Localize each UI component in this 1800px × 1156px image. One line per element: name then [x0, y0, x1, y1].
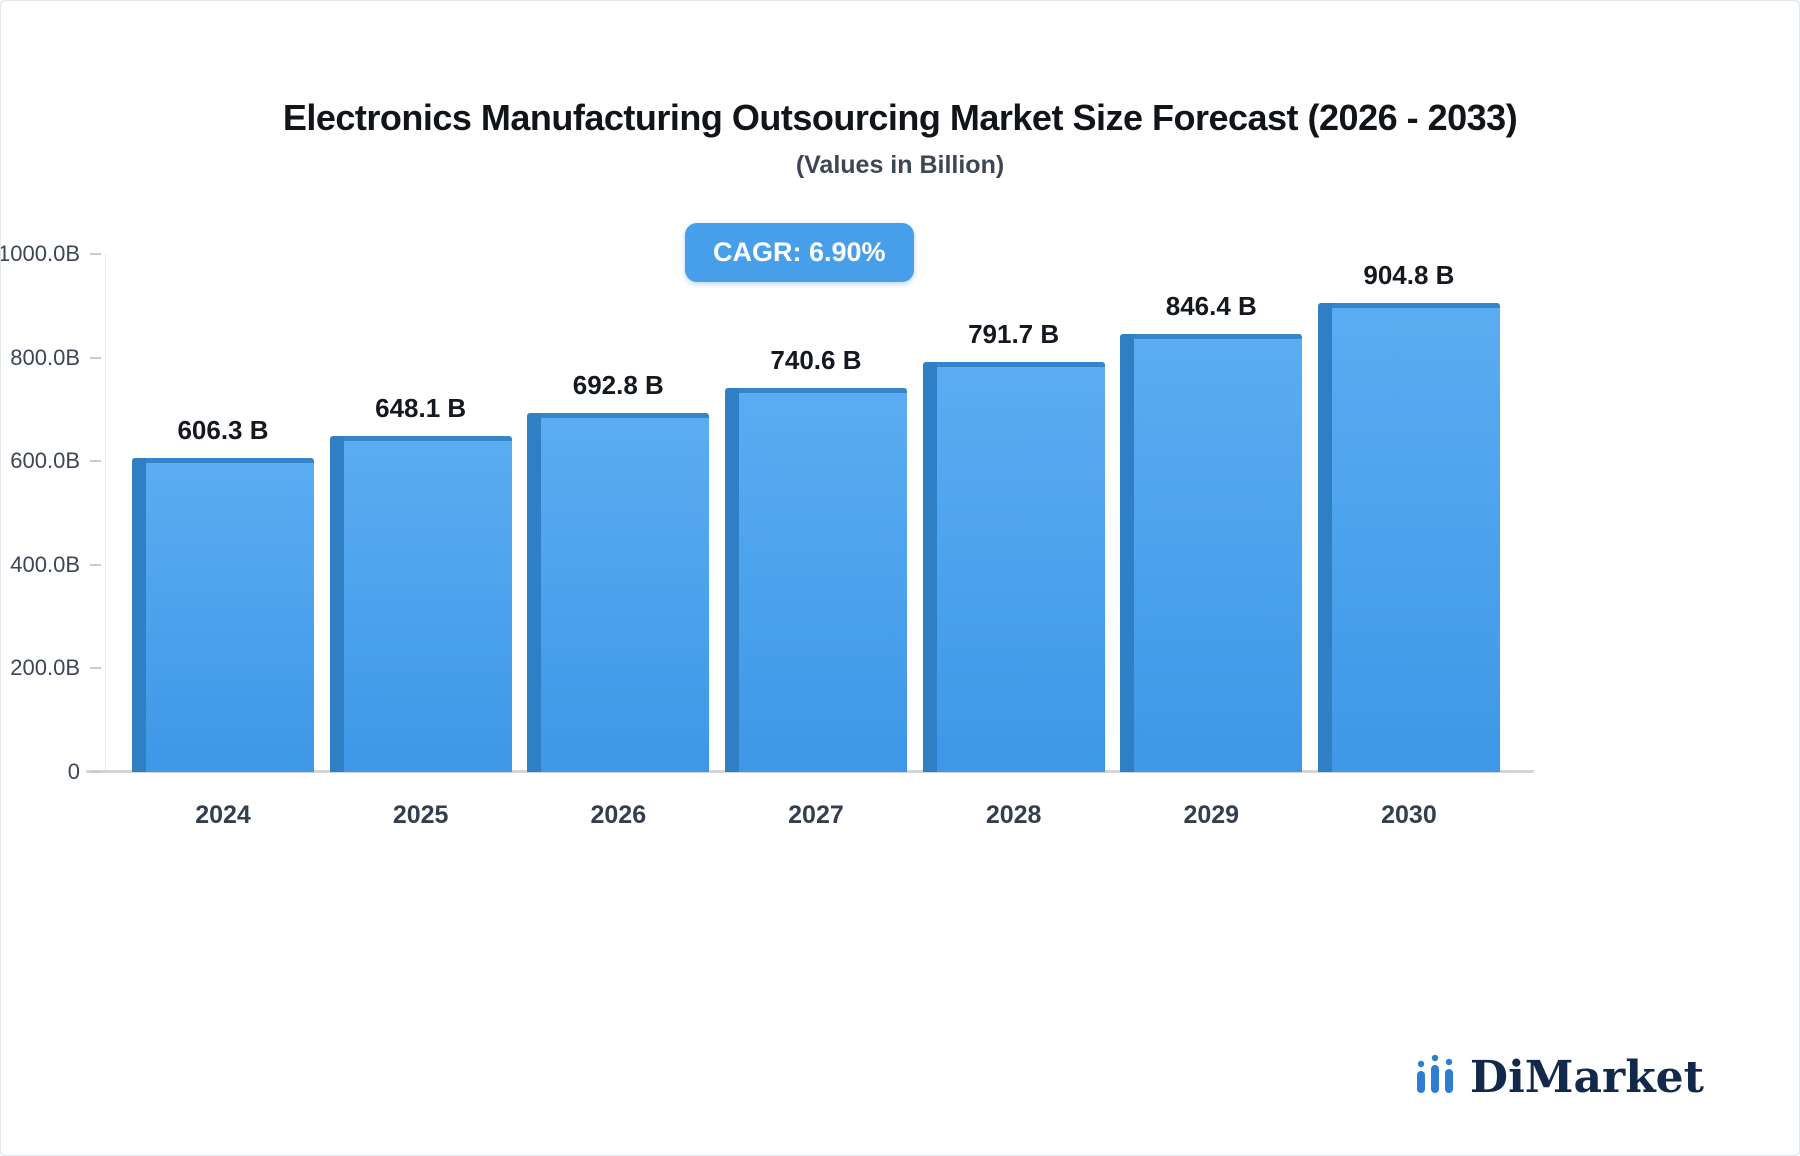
y-tick-mark — [90, 667, 101, 670]
bar-value-label: 904.8 B — [1363, 260, 1455, 291]
bar-series: 606.3 B 2024 648.1 B 2025 692.8 B 2026 740.6 B… — [106, 254, 1526, 829]
bar — [1317, 303, 1500, 772]
y-tick-label: 800.0B — [10, 344, 80, 370]
plot-area: 0 200.0B 400.0B 600.0B 800.0B 1000.0B 606.3 B… — [1, 241, 1526, 829]
bar-value-label: 740.6 B — [770, 345, 862, 376]
y-tick-label: 400.0B — [10, 551, 80, 577]
bar — [724, 388, 907, 772]
cagr-badge: CAGR: 6.90% — [685, 223, 914, 282]
y-tick-mark — [90, 771, 101, 773]
chart-title: Electronics Manufacturing Outsourcing Ma… — [282, 97, 1518, 138]
bar-group: 846.4 B 2029 — [1120, 290, 1303, 829]
chart-subtitle: (Values in Billion) — [795, 151, 1005, 179]
bar-group: 648.1 B 2025 — [329, 393, 512, 829]
x-tick-label: 2030 — [1381, 801, 1437, 829]
bar — [527, 413, 710, 772]
x-tick-label: 2024 — [195, 801, 251, 829]
bar-group: 904.8 B 2030 — [1317, 260, 1500, 829]
y-tick-mark — [90, 460, 101, 463]
y-tick-label: 600.0B — [10, 448, 80, 474]
y-tick-mark — [90, 563, 101, 566]
brand-bars-icon — [1414, 1051, 1460, 1100]
x-tick-label: 2025 — [392, 801, 449, 829]
bar — [1120, 333, 1303, 772]
bar-group: 606.3 B 2024 — [132, 414, 314, 829]
bar-group: 791.7 B 2028 — [922, 318, 1105, 829]
bar — [922, 361, 1105, 772]
bar-value-label: 606.3 B — [177, 414, 269, 445]
bar-value-label: 648.1 B — [375, 393, 467, 424]
x-tick-label: 2027 — [788, 801, 844, 829]
bar — [329, 436, 512, 772]
brand-name: DiMarket — [1469, 1052, 1704, 1103]
x-tick-label: 2028 — [985, 801, 1042, 829]
y-tick-label: 1000.0B — [0, 241, 80, 266]
bar-value-label: 791.7 B — [968, 318, 1060, 349]
y-tick-mark — [90, 356, 101, 359]
bar-group: 692.8 B 2026 — [527, 370, 710, 829]
y-tick-mark — [90, 253, 101, 255]
bar-group: 740.6 B 2027 — [724, 345, 907, 829]
bar — [132, 457, 314, 772]
x-tick-label: 2026 — [590, 801, 647, 829]
brand-logo: DiMarket — [1414, 1051, 1704, 1100]
x-tick-label: 2029 — [1183, 801, 1240, 829]
y-tick-label: 0 — [67, 759, 80, 784]
y-tick-label: 200.0B — [10, 655, 80, 681]
y-axis-line — [105, 254, 106, 772]
bar-value-label: 846.4 B — [1165, 290, 1257, 321]
bar-value-label: 692.8 B — [572, 370, 664, 401]
